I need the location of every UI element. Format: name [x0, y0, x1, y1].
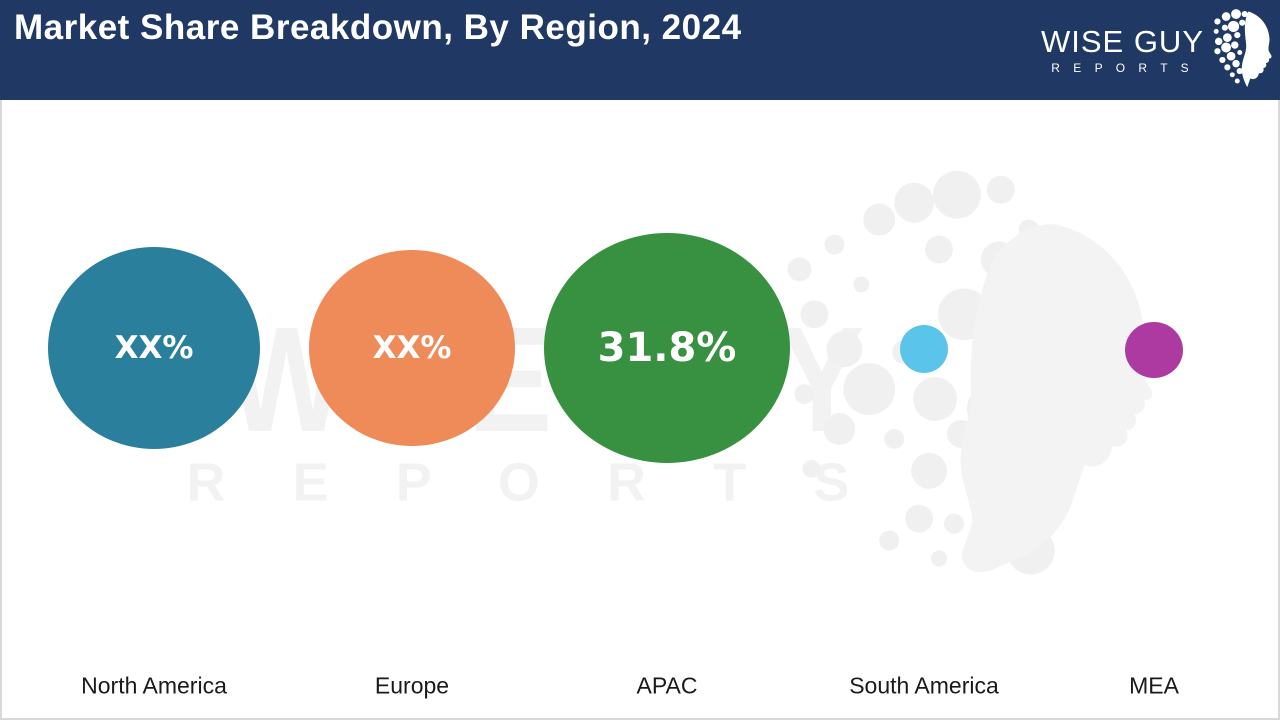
watermark-text-line2: R E P O R T S — [186, 453, 849, 513]
watermark-face-profile — [960, 224, 1153, 573]
chart-area: WISE GUY R E P O R T S XX% North America X… — [0, 100, 1280, 720]
header: Market Share Breakdown, By Region, 2024 … — [0, 0, 1280, 100]
category-label-apac: APAC — [636, 672, 698, 699]
bubble-apac: 31.8% — [544, 233, 790, 463]
bubble-mea — [1125, 322, 1183, 378]
page-title: Market Share Breakdown, By Region, 2024 — [14, 8, 742, 47]
bubble-europe: XX% — [309, 250, 515, 446]
brand-name: WISE GUY — [1040, 24, 1204, 59]
brand-face-profile — [1241, 11, 1272, 88]
category-label-mea: MEA — [1129, 672, 1179, 699]
category-label-europe: Europe — [374, 672, 450, 699]
brand-logo-text: WISE GUY R E P O R T S — [1041, 26, 1204, 74]
category-label-south-america: South America — [849, 672, 999, 699]
category-label-north-america: North America — [81, 672, 227, 699]
bubble-value-europe: XX% — [372, 330, 452, 366]
brand-face-dots — [1213, 9, 1248, 84]
bubble-south-america — [900, 325, 948, 373]
brand-face-icon — [1213, 9, 1272, 88]
bubble-value-apac: 31.8% — [597, 325, 737, 371]
brand-logo: WISE GUY R E P O R T S — [1041, 4, 1272, 96]
bubble-north-america: XX% — [48, 247, 260, 449]
brand-subtitle: R E P O R T S — [1051, 61, 1194, 75]
bubble-value-north-america: XX% — [114, 330, 194, 366]
watermark-dots — [787, 170, 1071, 575]
